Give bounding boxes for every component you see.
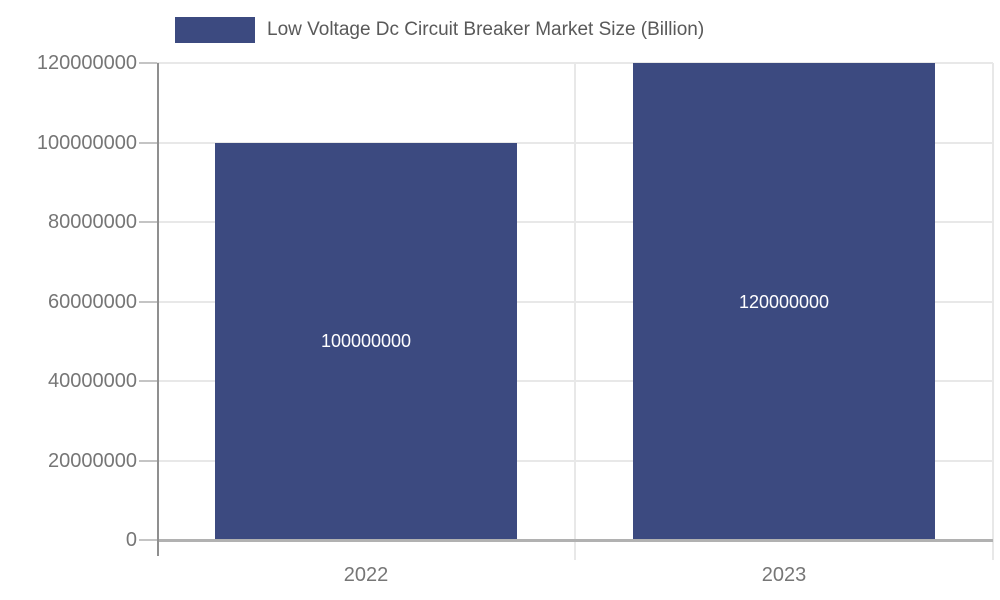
y-tick-label: 40000000 [48, 370, 137, 392]
x-tick-label: 2022 [343, 564, 389, 586]
legend-swatch [175, 17, 255, 43]
y-axis-tick [139, 380, 157, 382]
y-tick-label: 80000000 [48, 211, 137, 233]
chart-legend: Low Voltage Dc Circuit Breaker Market Si… [175, 17, 704, 43]
y-axis-tick [139, 221, 157, 223]
y-axis-tick [139, 459, 157, 462]
y-axis-spine [157, 63, 159, 556]
y-axis-tick [139, 300, 157, 303]
y-axis-tick [139, 539, 157, 541]
bar-2023: 120000000 [633, 63, 935, 540]
y-tick-label: 60000000 [48, 290, 137, 313]
y-axis-tick [139, 141, 157, 144]
x-tick-label: 2023 [761, 564, 807, 586]
y-tick-label: 20000000 [48, 449, 137, 472]
y-axis-tick [139, 62, 157, 64]
legend-label: Low Voltage Dc Circuit Breaker Market Si… [267, 19, 705, 40]
y-tick-label: 120000000 [36, 52, 137, 74]
y-tick-label: 100000000 [36, 131, 137, 154]
gridline-vertical [574, 63, 576, 560]
x-axis-baseline [157, 539, 993, 542]
gridline-vertical [992, 63, 994, 560]
bar-value-label: 100000000 [320, 331, 412, 352]
bar-value-label: 120000000 [738, 291, 830, 312]
bar-2022: 100000000 [215, 142, 517, 540]
y-tick-label: 0 [125, 529, 137, 551]
